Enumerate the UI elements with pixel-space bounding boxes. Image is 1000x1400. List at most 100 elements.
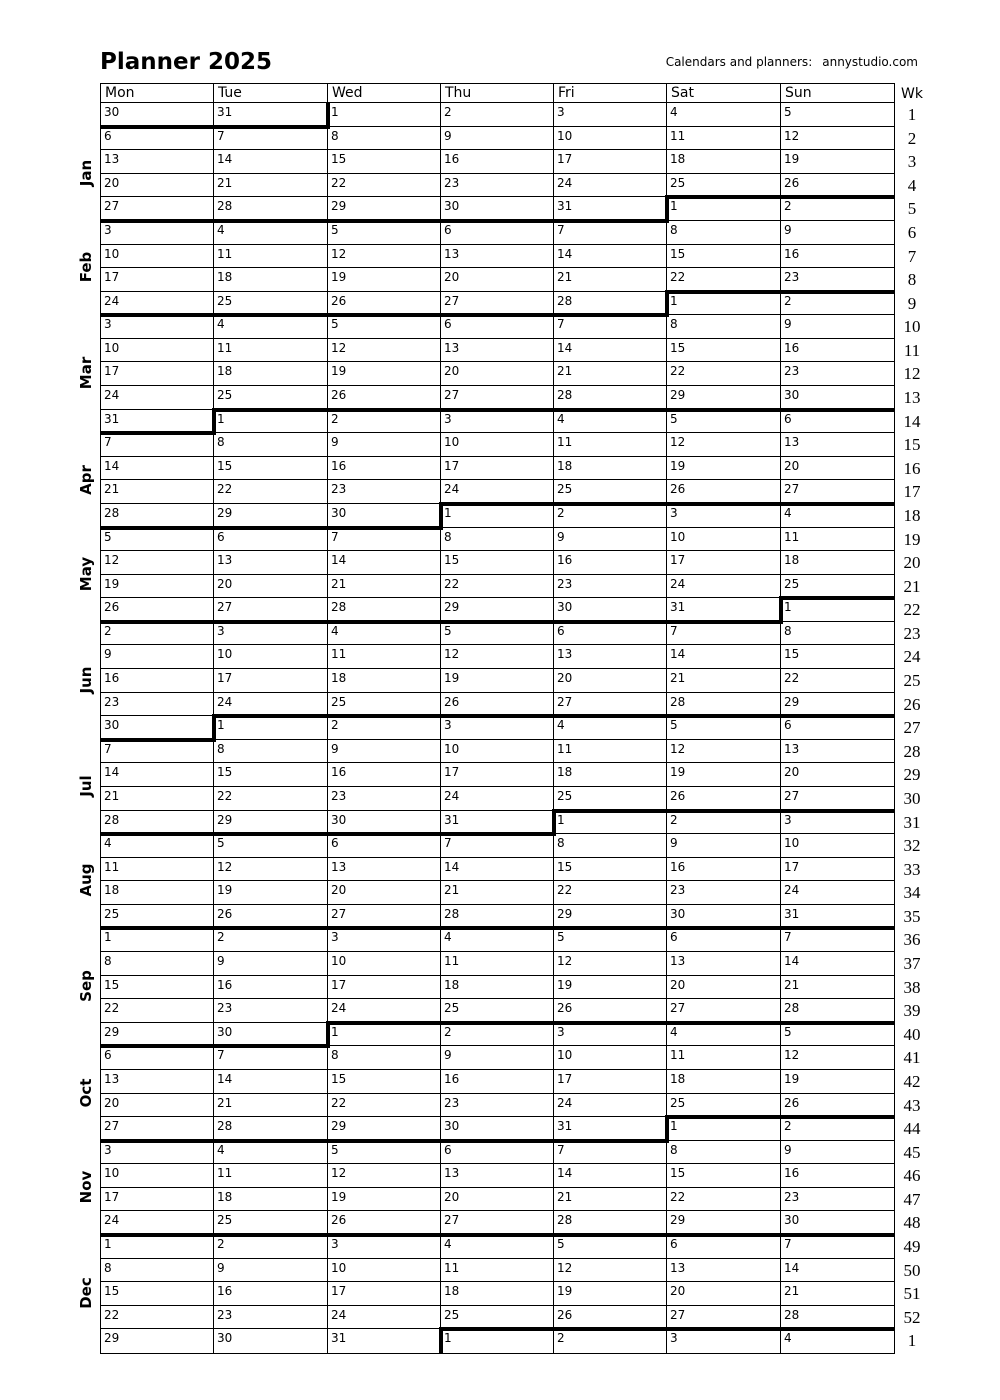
week-number: 23: [903, 623, 921, 643]
day-cell: 24: [214, 693, 328, 716]
day-cell: 18: [214, 1188, 328, 1211]
month-boundary-line: [665, 195, 669, 223]
col-header-mon: Mon: [101, 84, 214, 103]
day-cell: 18: [781, 551, 894, 575]
month-boundary-line: [101, 313, 669, 317]
month-boundary-line: [665, 290, 894, 294]
day-cell: 25: [214, 386, 328, 410]
day-cell: 3: [441, 716, 554, 740]
day-cell: 10: [214, 645, 328, 669]
day-cell: 3: [667, 1329, 781, 1353]
month-boundary-line: [439, 1327, 443, 1353]
week-number: 22: [903, 600, 921, 619]
day-cell: 6: [441, 315, 554, 339]
week-number: 28: [903, 741, 921, 761]
day-cell: 5: [441, 622, 554, 645]
day-cell: 31: [667, 598, 781, 622]
day-cell: 3: [101, 221, 214, 245]
day-cell: 10: [554, 1046, 667, 1070]
month-boundary-line: [665, 290, 669, 317]
day-cell: 28: [781, 999, 894, 1023]
month-label-mar: Mar: [77, 356, 95, 390]
day-cell: 25: [781, 575, 894, 598]
day-cell: 25: [101, 905, 214, 928]
day-cell: 29: [101, 1329, 214, 1353]
day-cell: 17: [214, 669, 328, 693]
day-cell: 23: [781, 1188, 894, 1211]
week-number: 49: [903, 1237, 921, 1256]
day-cell: 12: [554, 952, 667, 976]
week-number: 25: [903, 671, 921, 690]
day-cell: 31: [214, 103, 328, 127]
day-cell: 21: [101, 480, 214, 504]
day-cell: 9: [441, 1046, 554, 1070]
day-cell: 27: [214, 598, 328, 622]
day-cell: 30: [781, 386, 894, 410]
week-number: 9: [907, 293, 917, 313]
month-boundary-line: [101, 926, 894, 930]
day-cell: 26: [328, 1211, 441, 1235]
day-cell: 17: [554, 1070, 667, 1094]
day-cell: 9: [667, 834, 781, 858]
day-cell: 8: [667, 1141, 781, 1164]
week-number: 31: [903, 812, 921, 832]
day-cell: 16: [667, 858, 781, 881]
day-cell: 24: [554, 1094, 667, 1117]
day-cell: 12: [441, 645, 554, 669]
day-cell: 18: [667, 1070, 781, 1094]
day-cell: 7: [554, 1141, 667, 1164]
week-number: 8: [907, 270, 917, 289]
day-cell: 1: [441, 1329, 554, 1353]
day-cell: 23: [328, 480, 441, 504]
day-cell: 26: [554, 999, 667, 1023]
week-number: 1: [907, 105, 917, 124]
day-cell: 21: [214, 1094, 328, 1117]
day-cell: 23: [667, 881, 781, 905]
month-boundary-line: [326, 103, 330, 129]
day-cell: 24: [328, 1306, 441, 1329]
month-boundary-line: [101, 219, 669, 223]
day-cell: 1: [667, 1117, 781, 1141]
day-cell: 23: [441, 174, 554, 197]
day-cell: 15: [441, 551, 554, 575]
day-cell: 5: [328, 315, 441, 339]
day-cell: 4: [554, 716, 667, 740]
col-header-fri: Fri: [554, 84, 667, 103]
day-cell: 21: [328, 575, 441, 598]
day-cell: 1: [214, 410, 328, 433]
day-cell: 19: [781, 150, 894, 174]
day-cell: 2: [554, 504, 667, 528]
day-cell: 11: [667, 1046, 781, 1070]
day-cell: 2: [214, 1235, 328, 1259]
day-cell: 19: [328, 362, 441, 386]
day-cell: 1: [441, 504, 554, 528]
day-cell: 7: [781, 1235, 894, 1259]
day-cell: 31: [554, 197, 667, 221]
day-cell: 27: [667, 999, 781, 1023]
day-cell: 26: [441, 693, 554, 716]
week-number: 5: [907, 199, 917, 218]
day-cell: 16: [328, 763, 441, 787]
day-cell: 24: [781, 881, 894, 905]
day-cell: 1: [214, 716, 328, 740]
day-cell: 13: [101, 1070, 214, 1094]
day-cell: 3: [328, 1235, 441, 1259]
day-cell: 7: [328, 528, 441, 551]
day-cell: 8: [101, 1259, 214, 1282]
day-cell: 10: [101, 245, 214, 268]
day-cell: 13: [441, 339, 554, 362]
day-cell: 5: [667, 716, 781, 740]
day-cell: 29: [214, 504, 328, 528]
month-boundary-line: [101, 832, 556, 836]
page-title: Planner 2025: [100, 49, 272, 75]
week-number: 30: [903, 789, 921, 808]
month-label-jun: Jun: [77, 666, 95, 694]
day-cell: 3: [214, 622, 328, 645]
week-number: 40: [903, 1024, 921, 1044]
day-cell: 11: [441, 952, 554, 976]
day-cell: 24: [101, 292, 214, 315]
day-cell: 29: [781, 693, 894, 716]
week-number: 11: [903, 340, 921, 360]
day-cell: 23: [554, 575, 667, 598]
day-cell: 20: [781, 763, 894, 787]
